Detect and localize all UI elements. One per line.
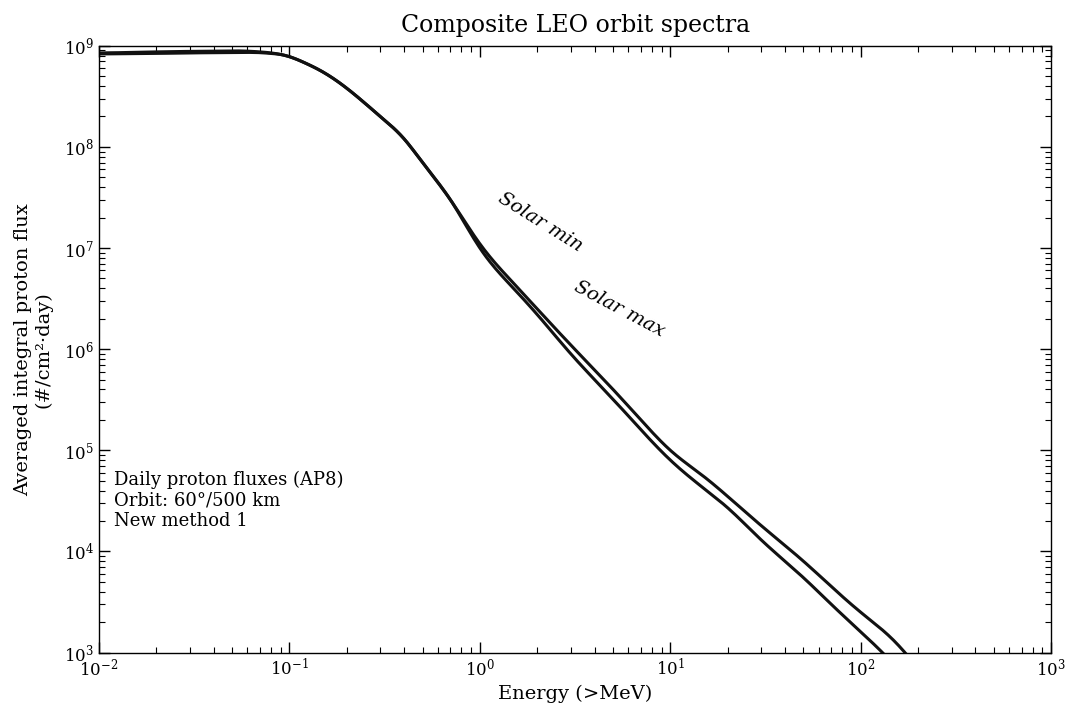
Text: Daily proton fluxes (AP8)
Orbit: 60°/500 km
New method 1: Daily proton fluxes (AP8) Orbit: 60°/500… (114, 470, 343, 531)
X-axis label: Energy (>MeV): Energy (>MeV) (498, 685, 652, 703)
Text: Solar max: Solar max (570, 277, 667, 341)
Title: Composite LEO orbit spectra: Composite LEO orbit spectra (401, 14, 750, 37)
Y-axis label: Averaged integral proton flux
(#/cm²·day): Averaged integral proton flux (#/cm²·day… (14, 203, 53, 495)
Text: Solar min: Solar min (495, 189, 585, 255)
